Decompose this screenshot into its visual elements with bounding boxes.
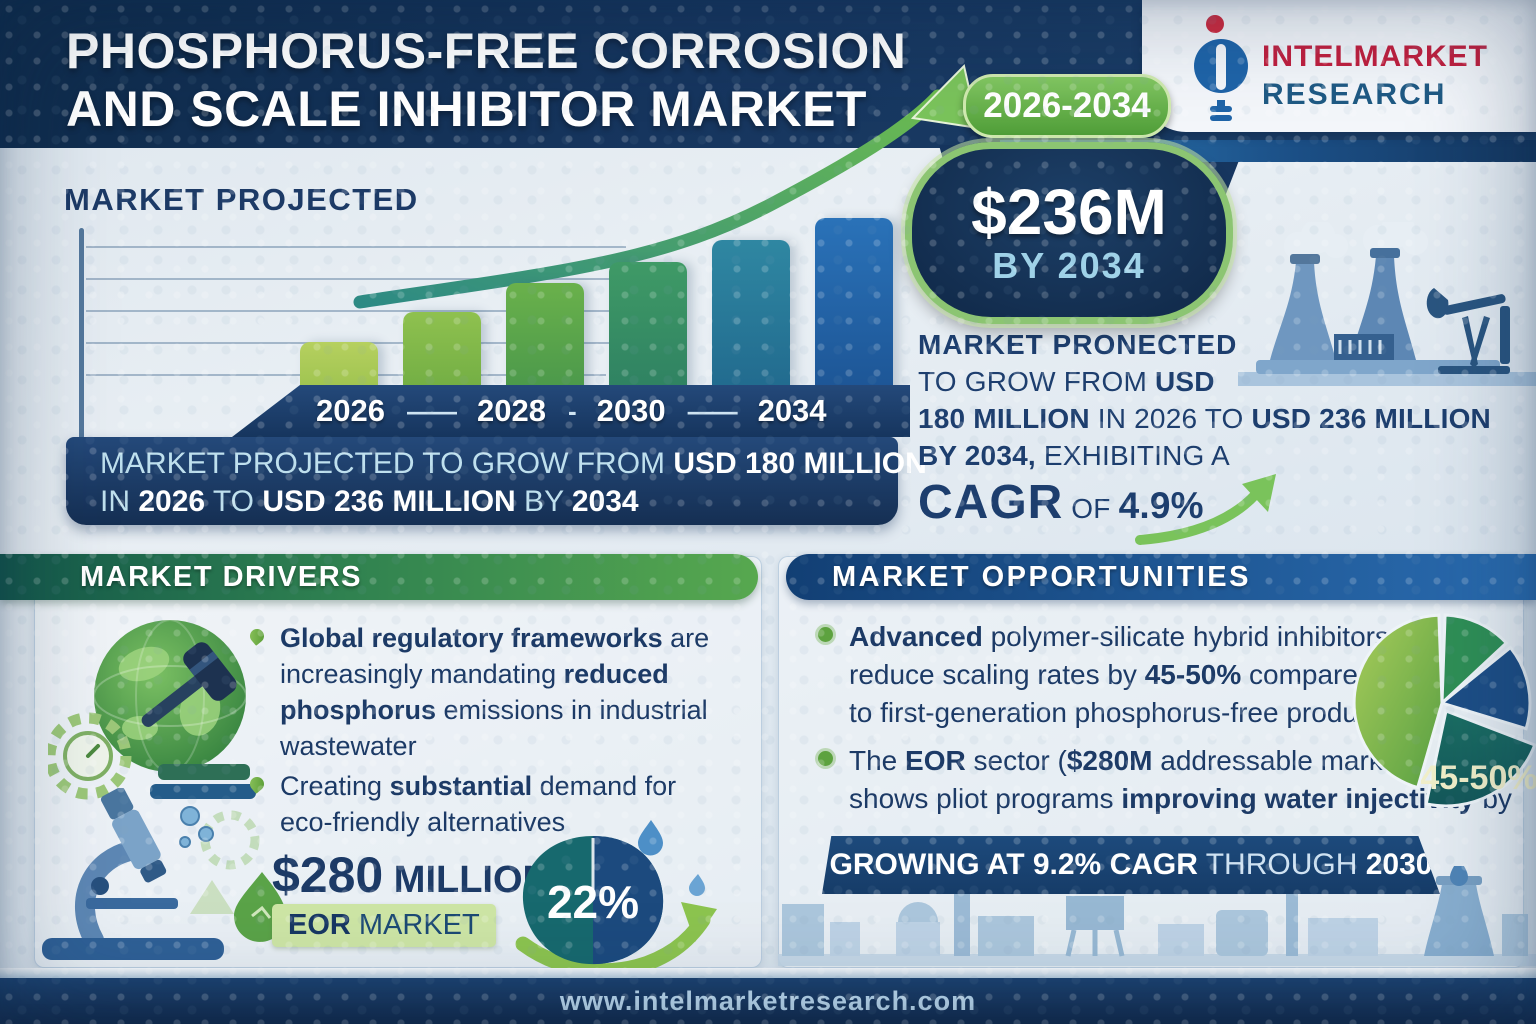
period-badge: 2026-2034 [963, 74, 1171, 138]
growth-banner: GROWING AT 9.2% CAGR THROUGH 2030 [822, 836, 1440, 894]
opportunities-bullet-2-line: shows pliot programs improving water inj… [849, 783, 1512, 814]
eor-stat-value: $280 MILLION [272, 847, 550, 903]
dot-bullet-icon [818, 751, 833, 766]
summary-cagr-line: CAGR OF 4.9% [918, 476, 1204, 529]
brand-name-top: INTELMARKET [1262, 40, 1488, 73]
gridline [86, 278, 656, 280]
eor-share-label: 22% [547, 876, 639, 928]
brand-name-bottom: RESEARCH [1262, 78, 1447, 111]
x-tick-2028: 2028 [476, 393, 546, 428]
projection-summary: MARKET PRONECTED TO GROW FROM USD 180 MI… [918, 326, 1518, 527]
summary-line: TO GROW FROM USD [918, 366, 1215, 397]
cagr-arrow-icon [1135, 474, 1276, 545]
footer: www.intelmarketresearch.com [0, 978, 1536, 1024]
footer-url: www.intelmarketresearch.com [559, 985, 977, 1016]
opportunities-bullet-1-line: reduce scaling rates by 45-50% compared [849, 659, 1374, 690]
summary-line: MARKET PRONECTED [918, 329, 1238, 360]
footer-divider [0, 968, 1536, 978]
drivers-bullet-1-line: increasingly mandating reduced [280, 659, 669, 689]
drivers-bullet-1-line: wastewater [280, 731, 417, 761]
x-tick-2034: 2034 [757, 393, 827, 428]
page-title-line1: PHOSPHORUS-FREE CORROSION [66, 23, 907, 79]
opportunities-bullet-1-line: Advanced polymer-silicate hybrid inhibit… [849, 621, 1389, 652]
opportunities-header: MARKET OPPORTUNITIES [786, 554, 1536, 600]
drivers-bullet-2-line: Creating substantial demand for [280, 771, 677, 801]
scaling-reduction-label: 45-50% [1420, 759, 1536, 797]
x-axis-labels: 2026 —— 2028-2030 —— 2034 [232, 385, 910, 437]
value-badge: $236M BY 2034 [905, 142, 1233, 324]
opportunities-bullet-1: Advanced polymer-silicate hybrid inhibit… [818, 618, 1394, 732]
x-tick-separator: - [567, 395, 577, 426]
chart-banner-line1: MARKET PROJECTED TO GROW FROM USD 180 MI… [100, 447, 927, 480]
x-tick-2026: 2026 [316, 393, 385, 428]
value-badge-caption: BY 2034 [992, 245, 1146, 286]
eor-share-pie: 22% [515, 820, 717, 979]
drivers-bullet-1: Global regulatory frameworks are increas… [247, 620, 710, 764]
summary-line: BY 2034, EXHIBITING A [918, 440, 1230, 471]
chart-banner: MARKET PROJECTED TO GROW FROM USD 180 MI… [66, 437, 927, 525]
opportunities-bullet-1-line: to first-generation phosphorus-free prod… [849, 697, 1394, 728]
x-tick-2030: 2030 [596, 393, 666, 428]
chart-section-title: MARKET PROJECTED [64, 182, 419, 217]
x-tick-separator: —— [406, 395, 457, 426]
page-title-line2: AND SCALE INHIBITOR MARKET [66, 81, 867, 137]
summary-line: 180 MILLION IN 2026 TO USD 236 MILLION [918, 403, 1491, 434]
growth-banner-text: GROWING AT 9.2% CAGR THROUGH 2030 [829, 848, 1433, 881]
chart-banner-line2: IN 2026 TO USD 236 MILLION BY 2034 [100, 485, 639, 518]
opportunities-title: MARKET OPPORTUNITIES [832, 560, 1251, 593]
drivers-header: MARKET DRIVERS [0, 554, 758, 600]
gridline [86, 310, 686, 312]
lightbulb-i-icon [1194, 15, 1248, 121]
dot-bullet-icon [818, 627, 833, 642]
drivers-title: MARKET DRIVERS [80, 560, 363, 593]
industrial-plant-illustration [1238, 222, 1536, 386]
gridline [86, 246, 626, 248]
leaf-bullet-icon [247, 626, 267, 646]
city-skyline-illustration [778, 866, 1536, 966]
drivers-bullet-2-line: eco-friendly alternatives [280, 807, 566, 837]
eor-market-chip: EOR MARKET [272, 904, 496, 947]
x-tick-separator: —— [687, 395, 738, 426]
value-badge-amount: $236M [971, 176, 1167, 248]
drivers-bullet-1-line: phosphorus emissions in industrial [280, 695, 708, 725]
drivers-bullet-1-line: Global regulatory frameworks are [280, 623, 710, 653]
chart-y-axis [79, 228, 84, 460]
scaling-reduction-pie: 45-50% [1352, 613, 1536, 808]
opportunities-bullet-2-line: The EOR sector ($280M addressable market… [849, 745, 1416, 776]
globe-gavel-illustration [48, 619, 256, 800]
opportunities-bullet-2: The EOR sector ($280M addressable market… [818, 742, 1512, 818]
drivers-bullet-2: Creating substantial demand for eco-frie… [247, 768, 677, 840]
